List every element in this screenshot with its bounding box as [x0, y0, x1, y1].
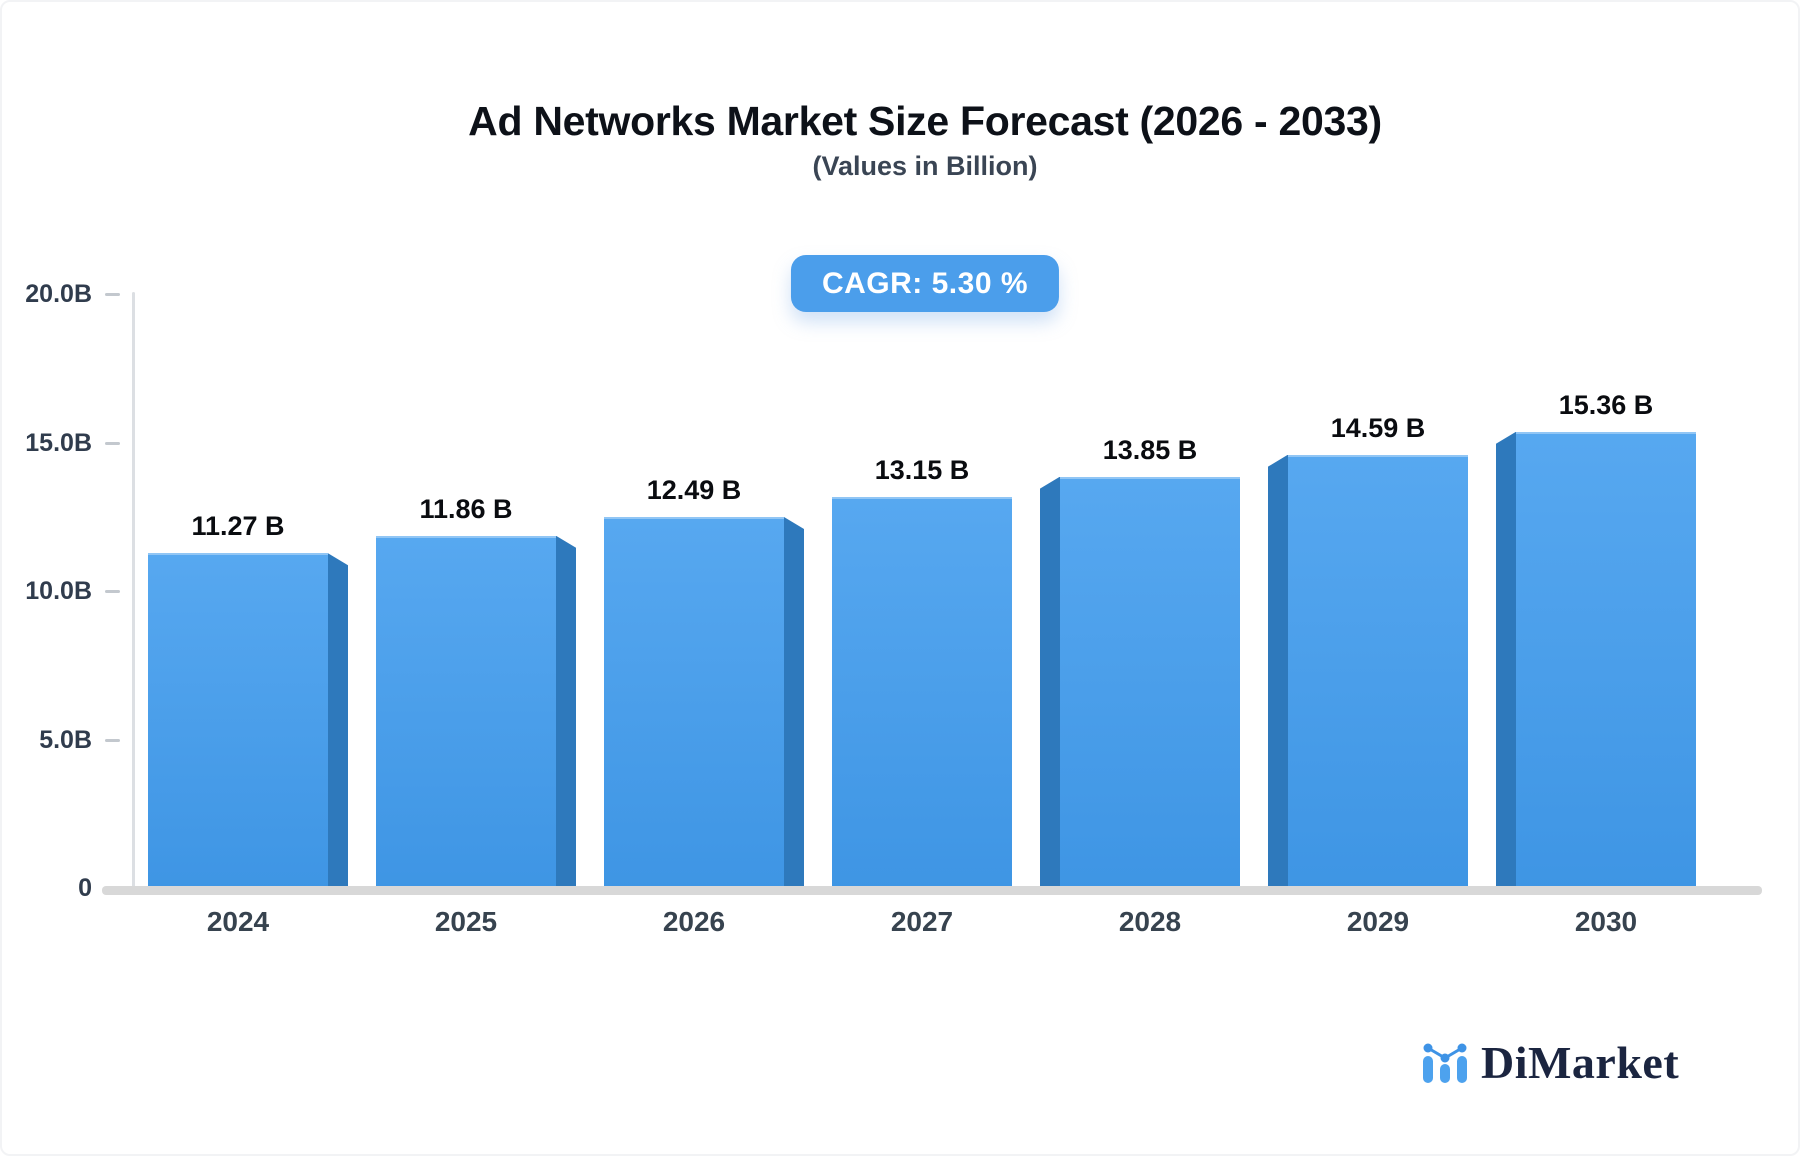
y-axis-line: [132, 292, 135, 892]
y-axis-tick-mark: [105, 293, 120, 296]
bar-2026[interactable]: [604, 517, 784, 892]
bar-2029[interactable]: [1288, 454, 1468, 892]
cagr-badge: CAGR: 5.30 %: [790, 255, 1060, 312]
y-axis-tick-mark: [105, 738, 120, 742]
y-axis-tick-label: 5.0B: [39, 725, 92, 754]
x-axis-line: [102, 886, 1762, 895]
x-axis-label: 2030: [1574, 906, 1638, 937]
chart-title: Ad Networks Market Size Forecast (2026 -…: [468, 98, 1382, 144]
bar-value-label: 14.59 B: [1330, 412, 1426, 443]
x-axis-label: 2026: [662, 906, 726, 937]
y-axis-tick-mark: [105, 441, 120, 445]
bar-2027[interactable]: [832, 497, 1012, 892]
x-axis-label: 2027: [890, 906, 954, 937]
bar-value-label: 11.86 B: [419, 493, 513, 524]
bar-2030[interactable]: [1516, 431, 1696, 892]
brand-logo: DiMarket: [1422, 1040, 1679, 1086]
x-axis-label: 2024: [206, 906, 270, 937]
bar-side: [1268, 454, 1288, 892]
y-axis-tick-label: 0: [78, 874, 92, 902]
bar-side: [1496, 431, 1516, 892]
bar-side: [328, 553, 348, 892]
bar-2025[interactable]: [376, 535, 556, 892]
y-axis-tick-label: 15.0B: [25, 428, 92, 457]
bar-2024[interactable]: [148, 553, 328, 892]
bar-side: [784, 517, 804, 892]
x-axis-label: 2029: [1346, 906, 1410, 937]
x-axis-label: 2025: [434, 906, 498, 937]
chart-subtitle: (Values in Billion): [812, 151, 1038, 181]
bar-side: [1040, 476, 1060, 892]
bar-value-label: 15.36 B: [1558, 389, 1654, 420]
bar-chart-icon: [1423, 1043, 1467, 1083]
x-axis-label: 2028: [1118, 906, 1182, 937]
bar-value-label: 11.27 B: [191, 511, 285, 542]
bar-value-label: 13.85 B: [1102, 434, 1198, 465]
bar-value-label: 12.49 B: [646, 475, 742, 506]
y-axis-tick-mark: [105, 590, 120, 593]
brand-name: DiMarket: [1481, 1037, 1680, 1088]
bar-side: [556, 535, 576, 892]
y-axis-tick-label: 10.0B: [25, 577, 92, 605]
bar-value-label: 13.15 B: [874, 455, 970, 486]
y-axis-tick-label: 20.0B: [25, 280, 92, 308]
bar-2028[interactable]: [1060, 476, 1240, 892]
